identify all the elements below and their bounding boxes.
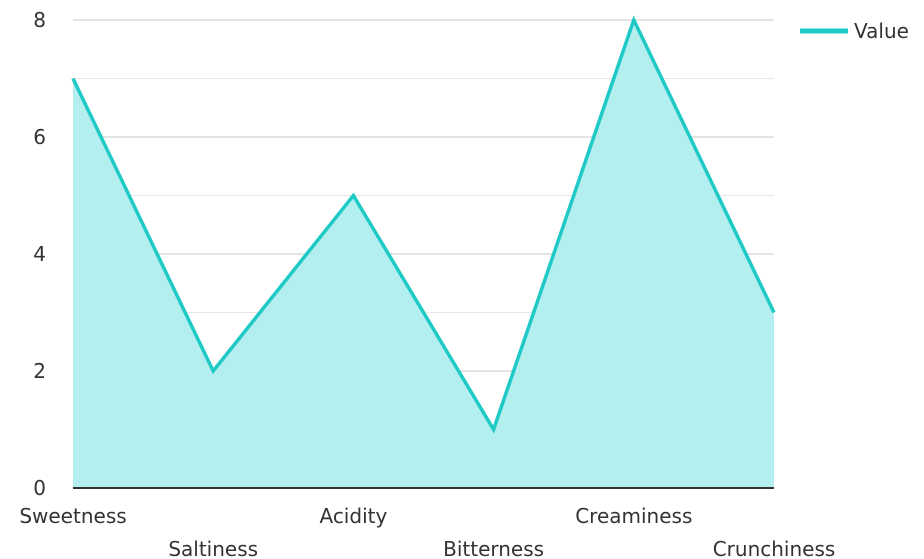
- legend-label-value: Value: [854, 19, 909, 43]
- x-category-label: Bitterness: [443, 537, 544, 559]
- x-category-label: Saltiness: [168, 537, 258, 559]
- y-tick-label: 0: [33, 476, 46, 500]
- x-category-label: Creaminess: [575, 504, 692, 528]
- data-point: [351, 194, 355, 198]
- plot-area: [71, 15, 776, 488]
- y-tick-label: 2: [33, 359, 46, 383]
- data-point: [71, 77, 75, 81]
- y-tick-label: 4: [33, 242, 46, 266]
- data-point: [632, 18, 636, 22]
- y-tick-label: 6: [33, 125, 46, 149]
- x-category-label: Sweetness: [19, 504, 126, 528]
- data-point: [492, 428, 496, 432]
- legend: Value: [800, 19, 909, 43]
- y-axis-ticks: 0 2 4 6 8: [33, 8, 46, 500]
- x-axis-categories: Sweetness Saltiness Acidity Bitterness Cream…: [19, 504, 835, 559]
- y-tick-label: 8: [33, 8, 46, 32]
- data-point: [211, 369, 215, 373]
- series-line-value: [71, 15, 776, 434]
- x-category-label: Acidity: [319, 504, 387, 528]
- data-point: [772, 311, 776, 315]
- x-category-label: Crunchiness: [713, 537, 836, 559]
- area-fill-value: [73, 20, 774, 488]
